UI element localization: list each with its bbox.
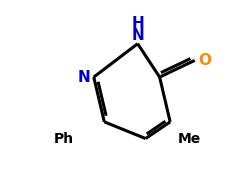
Text: N: N — [131, 28, 144, 43]
Text: Ph: Ph — [54, 132, 74, 145]
Text: Me: Me — [178, 132, 201, 145]
Text: H: H — [131, 16, 144, 31]
Text: N: N — [78, 70, 90, 85]
Text: O: O — [198, 53, 211, 68]
